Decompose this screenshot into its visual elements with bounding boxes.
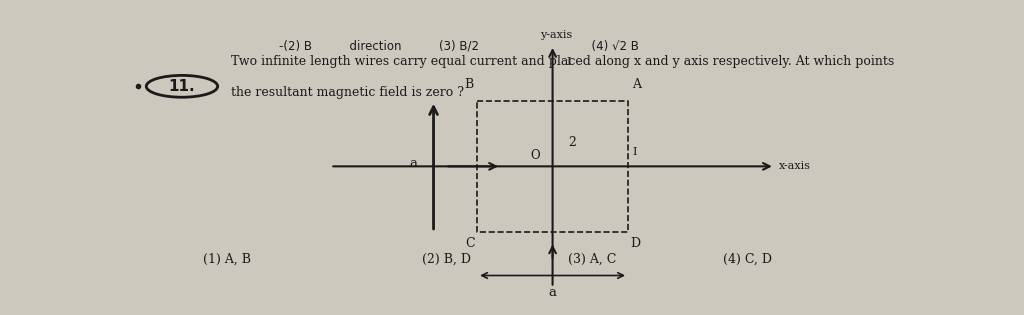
Text: (3) A, C: (3) A, C <box>568 253 616 266</box>
Text: -(2) B          direction          (3) B/2                              (4) √2 B: -(2) B direction (3) B/2 (4) √2 B <box>279 39 639 52</box>
Text: a: a <box>549 286 557 299</box>
Text: (4) C, D: (4) C, D <box>723 253 772 266</box>
Text: (2) B, D: (2) B, D <box>422 253 471 266</box>
Text: I: I <box>632 147 637 157</box>
Text: I: I <box>567 57 571 67</box>
Text: O: O <box>530 148 540 162</box>
Text: B: B <box>464 78 473 91</box>
Text: A: A <box>632 78 641 91</box>
Text: y-axis: y-axis <box>541 30 572 40</box>
Text: C: C <box>465 237 475 250</box>
Text: D: D <box>631 237 640 250</box>
Text: Two infinite length wires carry equal current and placed along x and y axis resp: Two infinite length wires carry equal cu… <box>231 55 894 68</box>
Text: the resultant magnetic field is zero ?: the resultant magnetic field is zero ? <box>231 86 464 99</box>
Text: 11.: 11. <box>169 79 196 94</box>
Text: (1) A, B: (1) A, B <box>204 253 252 266</box>
Text: a: a <box>410 158 418 170</box>
Text: 2: 2 <box>568 135 577 149</box>
Text: x-axis: x-axis <box>779 161 811 171</box>
